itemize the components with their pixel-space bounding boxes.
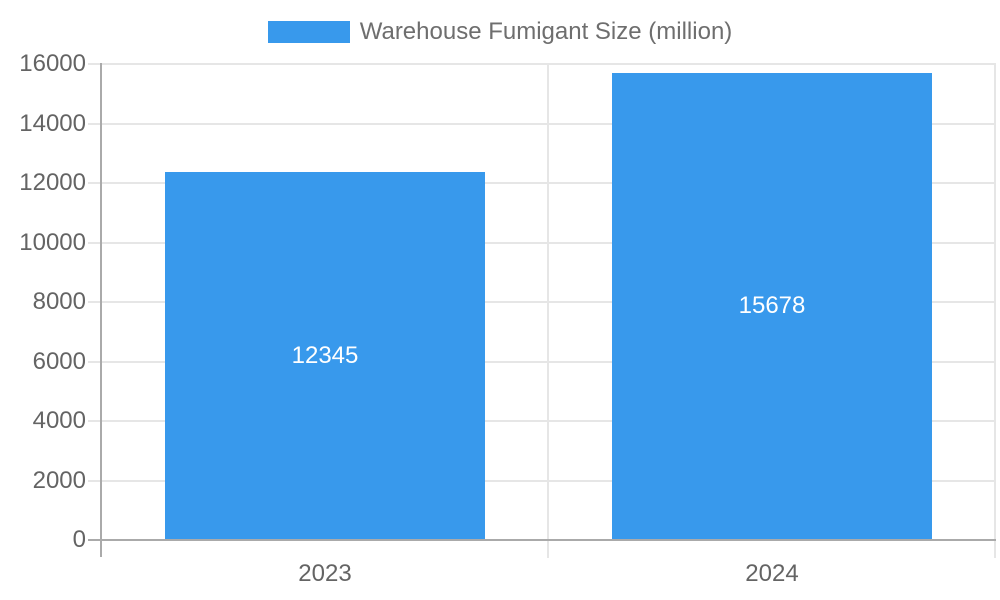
y-axis-label: 2000 (32, 467, 86, 494)
bar-value-label: 12345 (291, 342, 359, 369)
y-axis-line (100, 63, 102, 557)
y-gridline (88, 63, 996, 65)
legend-label: Warehouse Fumigant Size (million) (359, 18, 733, 45)
bar[interactable] (612, 73, 932, 539)
legend-swatch (267, 21, 350, 43)
category-separator (547, 63, 549, 558)
plot-right-border (994, 63, 996, 558)
y-axis-label: 6000 (32, 348, 86, 375)
legend[interactable]: Warehouse Fumigant Size (million) (0, 18, 1000, 46)
y-axis-label: 0 (72, 526, 86, 553)
x-axis-baseline (88, 539, 996, 541)
bar-value-label: 15678 (738, 292, 806, 319)
y-axis-label: 8000 (32, 288, 86, 315)
y-axis-label: 16000 (19, 50, 86, 77)
x-axis-label: 2024 (745, 560, 799, 587)
bar[interactable] (165, 172, 485, 539)
y-axis-label: 12000 (19, 169, 86, 196)
x-axis-label: 2023 (298, 560, 352, 587)
y-axis-label: 4000 (32, 407, 86, 434)
y-axis-label: 10000 (19, 229, 86, 256)
y-axis-label: 14000 (19, 110, 86, 137)
